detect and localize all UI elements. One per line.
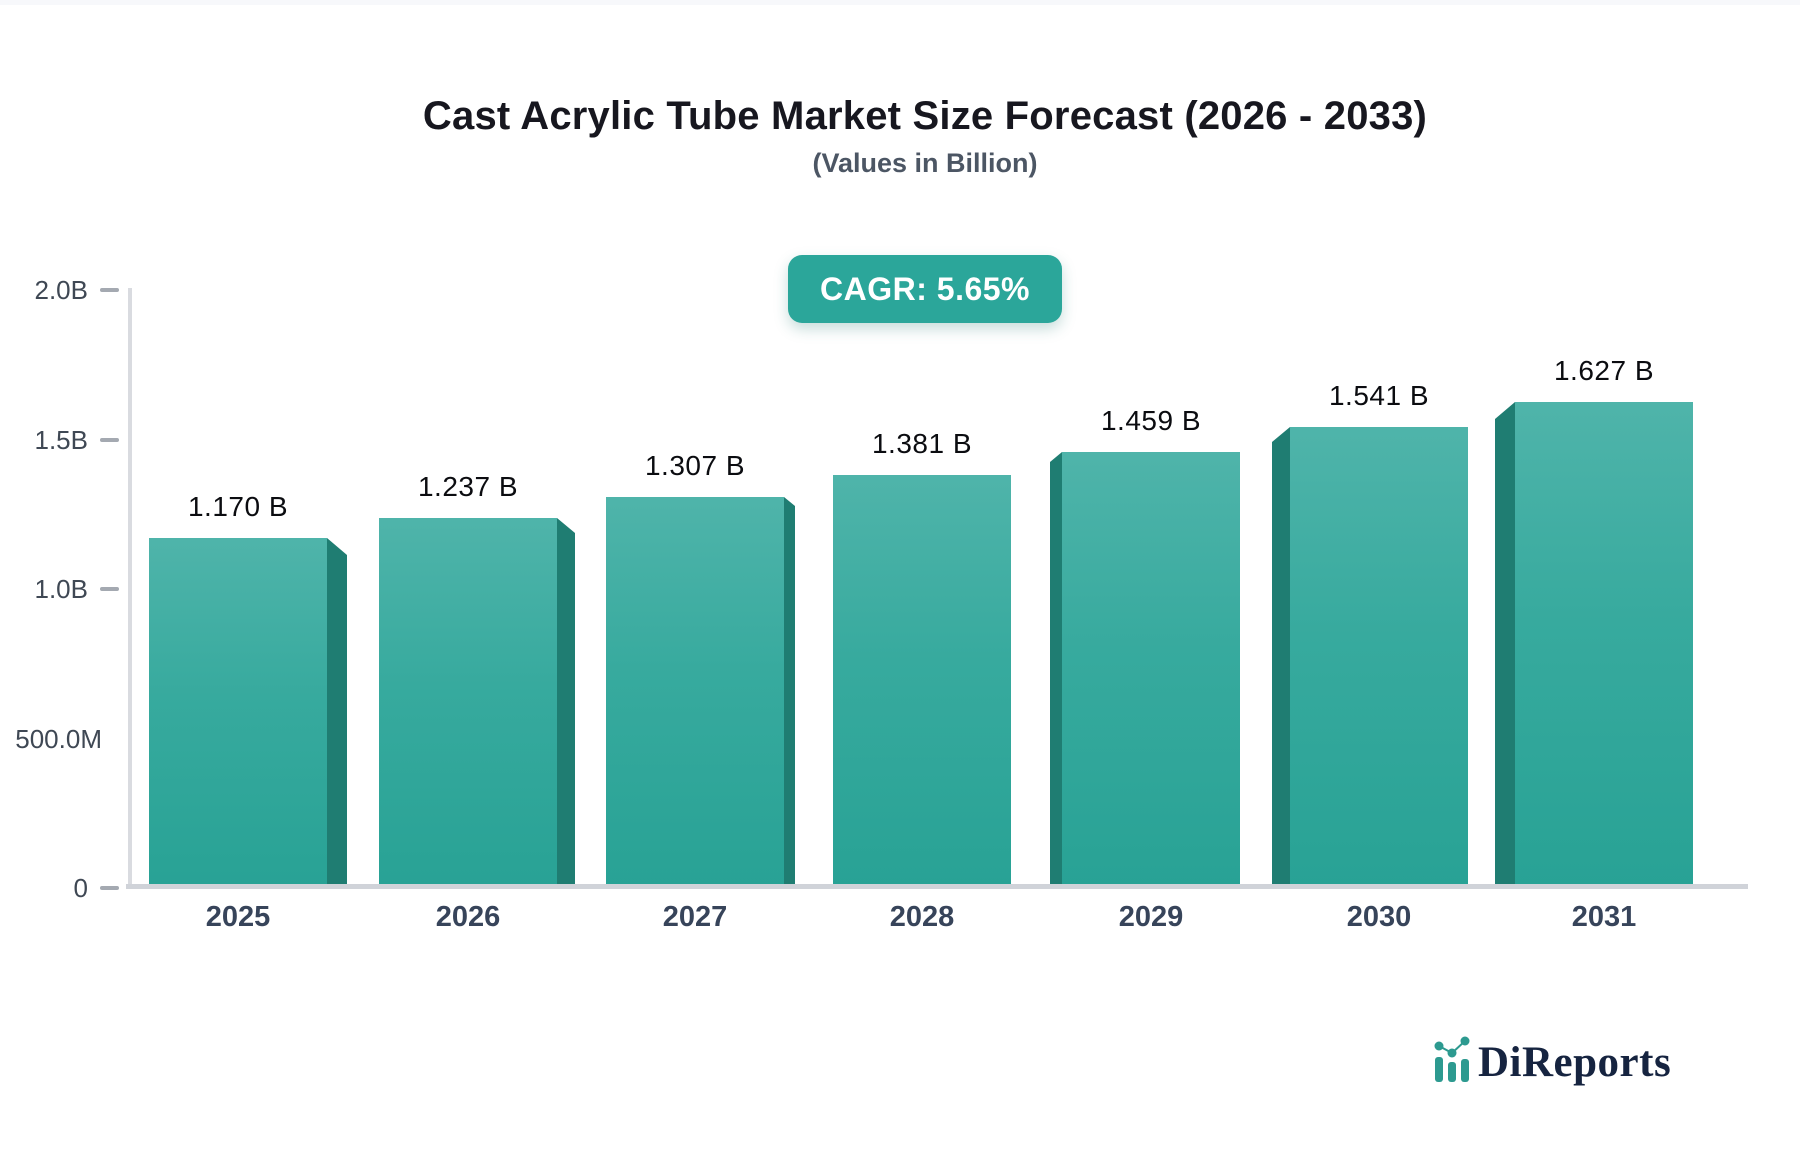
y-axis-tick-mark: [100, 437, 119, 442]
bar-3d-side-face: [327, 538, 347, 889]
x-axis-category-label: 2030: [1346, 901, 1412, 933]
x-axis-category-label: 2029: [1118, 901, 1184, 933]
bar-2026: [379, 518, 557, 889]
bar-3d-side-face: [1050, 452, 1062, 889]
x-axis-baseline: [126, 884, 1748, 889]
bar-2030: [1290, 427, 1468, 889]
chart-title: Cast Acrylic Tube Market Size Forecast (…: [422, 94, 1428, 138]
bar-3d-side-face: [1272, 427, 1290, 889]
bar-value-label: 1.627 B: [1553, 355, 1655, 386]
y-axis-tick-label: 1.5B: [34, 424, 89, 455]
bar-3d-side-face: [557, 518, 575, 889]
y-axis-tick-mark: [100, 288, 119, 292]
y-axis-tick-label: 0: [73, 873, 88, 903]
cagr-badge: CAGR: 5.65%: [788, 255, 1062, 323]
bar-2025: [149, 538, 327, 889]
y-axis-tick-label: 500.0M: [15, 723, 102, 754]
bar-2028: [833, 475, 1011, 889]
x-axis-category-label: 2025: [205, 901, 271, 933]
top-border-strip: [0, 0, 1800, 5]
bar-value-label: 1.541 B: [1328, 380, 1430, 411]
y-axis-tick-label: 2.0B: [34, 275, 89, 305]
bar-value-label: 1.237 B: [417, 471, 519, 502]
logo-text: DiReports: [1478, 1039, 1672, 1086]
x-axis-category-label: 2028: [889, 901, 955, 933]
y-axis-tick-mark: [100, 587, 119, 591]
y-axis-tick-mark: [100, 886, 119, 890]
logo-barchart-icon: [1434, 1036, 1470, 1082]
bar-value-label: 1.307 B: [644, 450, 746, 481]
bar-3d-side-face: [784, 497, 795, 889]
bar-2031: [1515, 402, 1693, 889]
bar-2029: [1062, 452, 1240, 889]
bar-3d-side-face: [1495, 402, 1515, 889]
y-axis-tick-label: 1.0B: [34, 574, 89, 604]
x-axis-category-label: 2031: [1571, 901, 1637, 933]
y-axis-line: [128, 288, 132, 888]
x-axis-category-label: 2027: [662, 901, 728, 933]
chart-subtitle: (Values in Billion): [812, 148, 1038, 178]
cagr-badge-label: CAGR: 5.65%: [820, 270, 1030, 307]
x-axis-category-label: 2026: [435, 901, 501, 933]
bar-value-label: 1.170 B: [187, 491, 289, 522]
bar-value-label: 1.381 B: [871, 428, 973, 459]
bar-2027: [606, 497, 784, 889]
brand-logo: DiReports: [1434, 1034, 1714, 1104]
bar-value-label: 1.459 B: [1100, 405, 1202, 436]
